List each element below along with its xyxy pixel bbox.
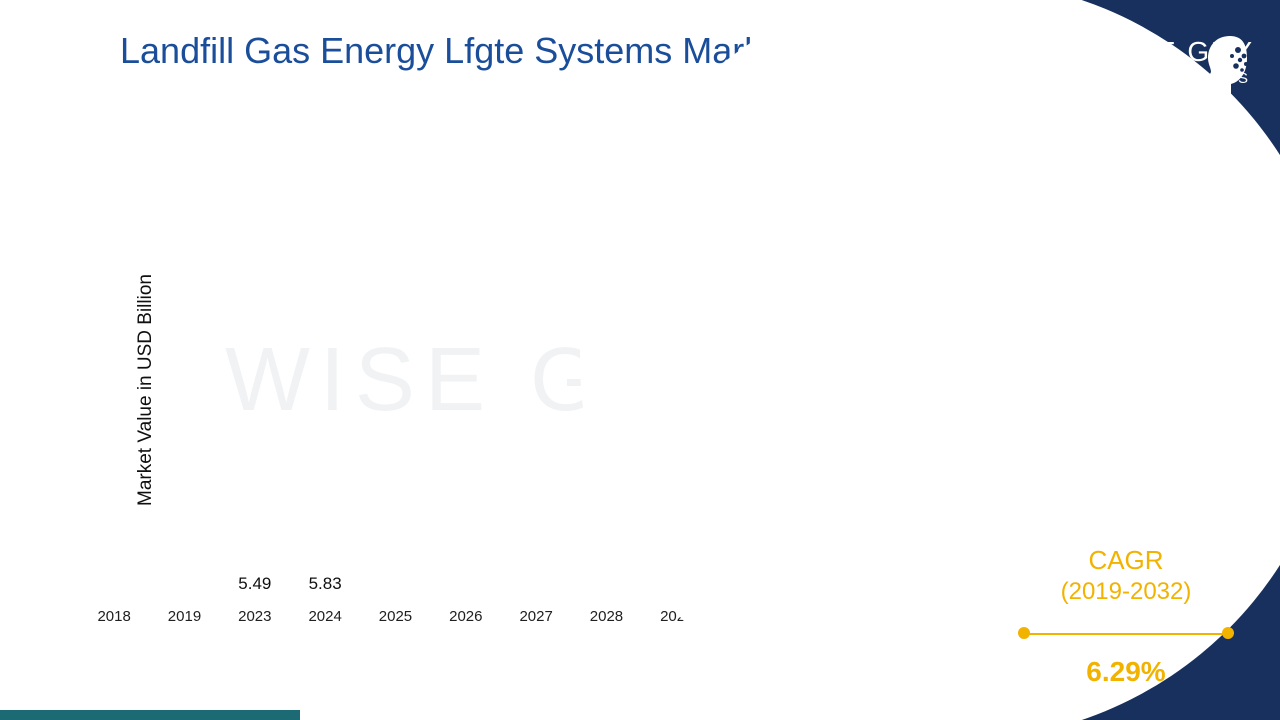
bar-value-label: 5.49 xyxy=(238,574,271,598)
x-axis-label: 2027 xyxy=(508,602,564,630)
x-axis-label: 2024 xyxy=(297,602,353,630)
head-icon xyxy=(1202,34,1258,96)
sidebar-panel: WISE GUY R E P O R T S CAGR (2019-2032) … xyxy=(960,0,1280,720)
cagr-value: 6.29% xyxy=(1006,656,1246,688)
cagr-label: CAGR xyxy=(1006,545,1246,576)
cagr-dot-left xyxy=(1018,627,1030,639)
cagr-period: (2019-2032) xyxy=(1006,578,1246,606)
x-axis-label: 2028 xyxy=(578,602,634,630)
footer-accent-bar xyxy=(0,710,300,720)
cagr-dot-right xyxy=(1222,627,1234,639)
x-axis-label: 2019 xyxy=(156,602,212,630)
cagr-block: CAGR (2019-2032) 6.29% xyxy=(1006,545,1246,688)
cagr-line xyxy=(1024,633,1228,635)
bar-value-label: 5.83 xyxy=(309,574,342,598)
chart-title: Landfill Gas Energy Lfgte Systems Market xyxy=(120,28,792,73)
x-axis-label: 2025 xyxy=(367,602,423,630)
brand-logo: WISE GUY R E P O R T S xyxy=(1079,36,1254,87)
cagr-divider xyxy=(1024,624,1228,642)
x-axis-label: 2018 xyxy=(86,602,142,630)
x-axis-label: 2023 xyxy=(227,602,283,630)
x-axis-label: 2026 xyxy=(438,602,494,630)
